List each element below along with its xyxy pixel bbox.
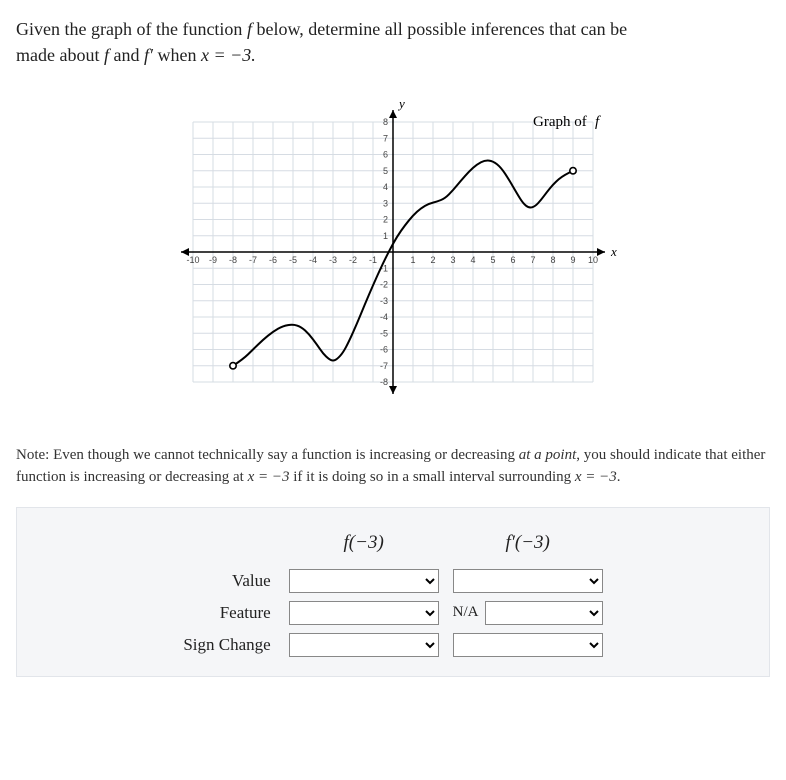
svg-text:5: 5: [383, 166, 388, 176]
row-label-sign: Sign Change: [177, 630, 280, 660]
prompt-text: when: [153, 45, 201, 65]
svg-text:7: 7: [530, 255, 535, 265]
svg-text:y: y: [397, 96, 405, 111]
svg-text:10: 10: [588, 255, 598, 265]
feature-f-select[interactable]: [289, 601, 439, 625]
svg-text:1: 1: [383, 231, 388, 241]
svg-text:f: f: [595, 114, 601, 130]
note-eq: x = −3: [575, 469, 617, 485]
note-eq: x = −3: [248, 469, 290, 485]
value-f-select[interactable]: [289, 569, 439, 593]
svg-text:-2: -2: [349, 255, 357, 265]
svg-text:1: 1: [410, 255, 415, 265]
table-row: Feature N/A: [177, 598, 608, 628]
note-part: if it is doing so in a small interval su…: [290, 469, 575, 485]
svg-text:3: 3: [450, 255, 455, 265]
svg-text:6: 6: [383, 150, 388, 160]
svg-text:-9: -9: [209, 255, 217, 265]
row-label-value: Value: [177, 566, 280, 596]
svg-text:8: 8: [383, 117, 388, 127]
col-header-fprime: f′(−3): [447, 528, 609, 564]
fn-fprime: f′: [144, 45, 153, 65]
note-text: Note: Even though we cannot technically …: [16, 445, 770, 489]
table-row: Sign Change: [177, 630, 608, 660]
sign-f-select[interactable]: [289, 633, 439, 657]
svg-text:-1: -1: [369, 255, 377, 265]
svg-text:6: 6: [510, 255, 515, 265]
svg-text:-8: -8: [380, 377, 388, 387]
feature-fprime-select[interactable]: [485, 601, 603, 625]
row-label-feature: Feature: [177, 598, 280, 628]
answer-table: f(−3) f′(−3) Value Feature N/A Sign Chan…: [175, 526, 610, 662]
svg-text:5: 5: [490, 255, 495, 265]
answer-panel: f(−3) f′(−3) Value Feature N/A Sign Chan…: [16, 507, 770, 677]
sign-fprime-select[interactable]: [453, 633, 603, 657]
svg-text:9: 9: [570, 255, 575, 265]
prompt-text: Given the graph of the function: [16, 19, 247, 39]
graph-of-f: -10 -9 -8 -7 -6 -5 -4 -3 -2 -1 1 2 3 4 5 6 7 8 9 10 -8 -7 -6 -5…: [143, 92, 643, 412]
svg-text:-10: -10: [186, 255, 199, 265]
svg-text:-3: -3: [329, 255, 337, 265]
svg-text:x: x: [610, 244, 617, 259]
svg-text:-7: -7: [249, 255, 257, 265]
question-prompt: Given the graph of the function f below,…: [16, 16, 770, 68]
col-header-f: f(−3): [283, 528, 445, 564]
note-part: Note: Even though we cannot technically …: [16, 447, 519, 463]
prompt-text: made about: [16, 45, 104, 65]
svg-text:-2: -2: [380, 280, 388, 290]
svg-text:2: 2: [383, 215, 388, 225]
svg-text:8: 8: [550, 255, 555, 265]
svg-text:4: 4: [470, 255, 475, 265]
svg-text:-8: -8: [229, 255, 237, 265]
eq: x = −3.: [201, 45, 256, 65]
svg-text:3: 3: [383, 198, 388, 208]
prompt-text: below, determine all possible inferences…: [252, 19, 627, 39]
svg-text:-6: -6: [269, 255, 277, 265]
svg-text:-6: -6: [380, 345, 388, 355]
svg-text:2: 2: [430, 255, 435, 265]
note-part: .: [617, 469, 621, 485]
svg-text:-5: -5: [289, 255, 297, 265]
svg-text:-3: -3: [380, 296, 388, 306]
note-emph: at a point: [519, 447, 577, 463]
svg-text:Graph of: Graph of: [533, 114, 587, 130]
svg-text:7: 7: [383, 133, 388, 143]
na-text: N/A: [453, 604, 481, 621]
svg-text:-4: -4: [309, 255, 317, 265]
svg-text:4: 4: [383, 182, 388, 192]
prompt-text: and: [109, 45, 144, 65]
graph-container: -10 -9 -8 -7 -6 -5 -4 -3 -2 -1 1 2 3 4 5 6 7 8 9 10 -8 -7 -6 -5…: [16, 92, 770, 417]
table-row: Value: [177, 566, 608, 596]
svg-text:-4: -4: [380, 312, 388, 322]
svg-text:-5: -5: [380, 328, 388, 338]
svg-text:-7: -7: [380, 361, 388, 371]
value-fprime-select[interactable]: [453, 569, 603, 593]
